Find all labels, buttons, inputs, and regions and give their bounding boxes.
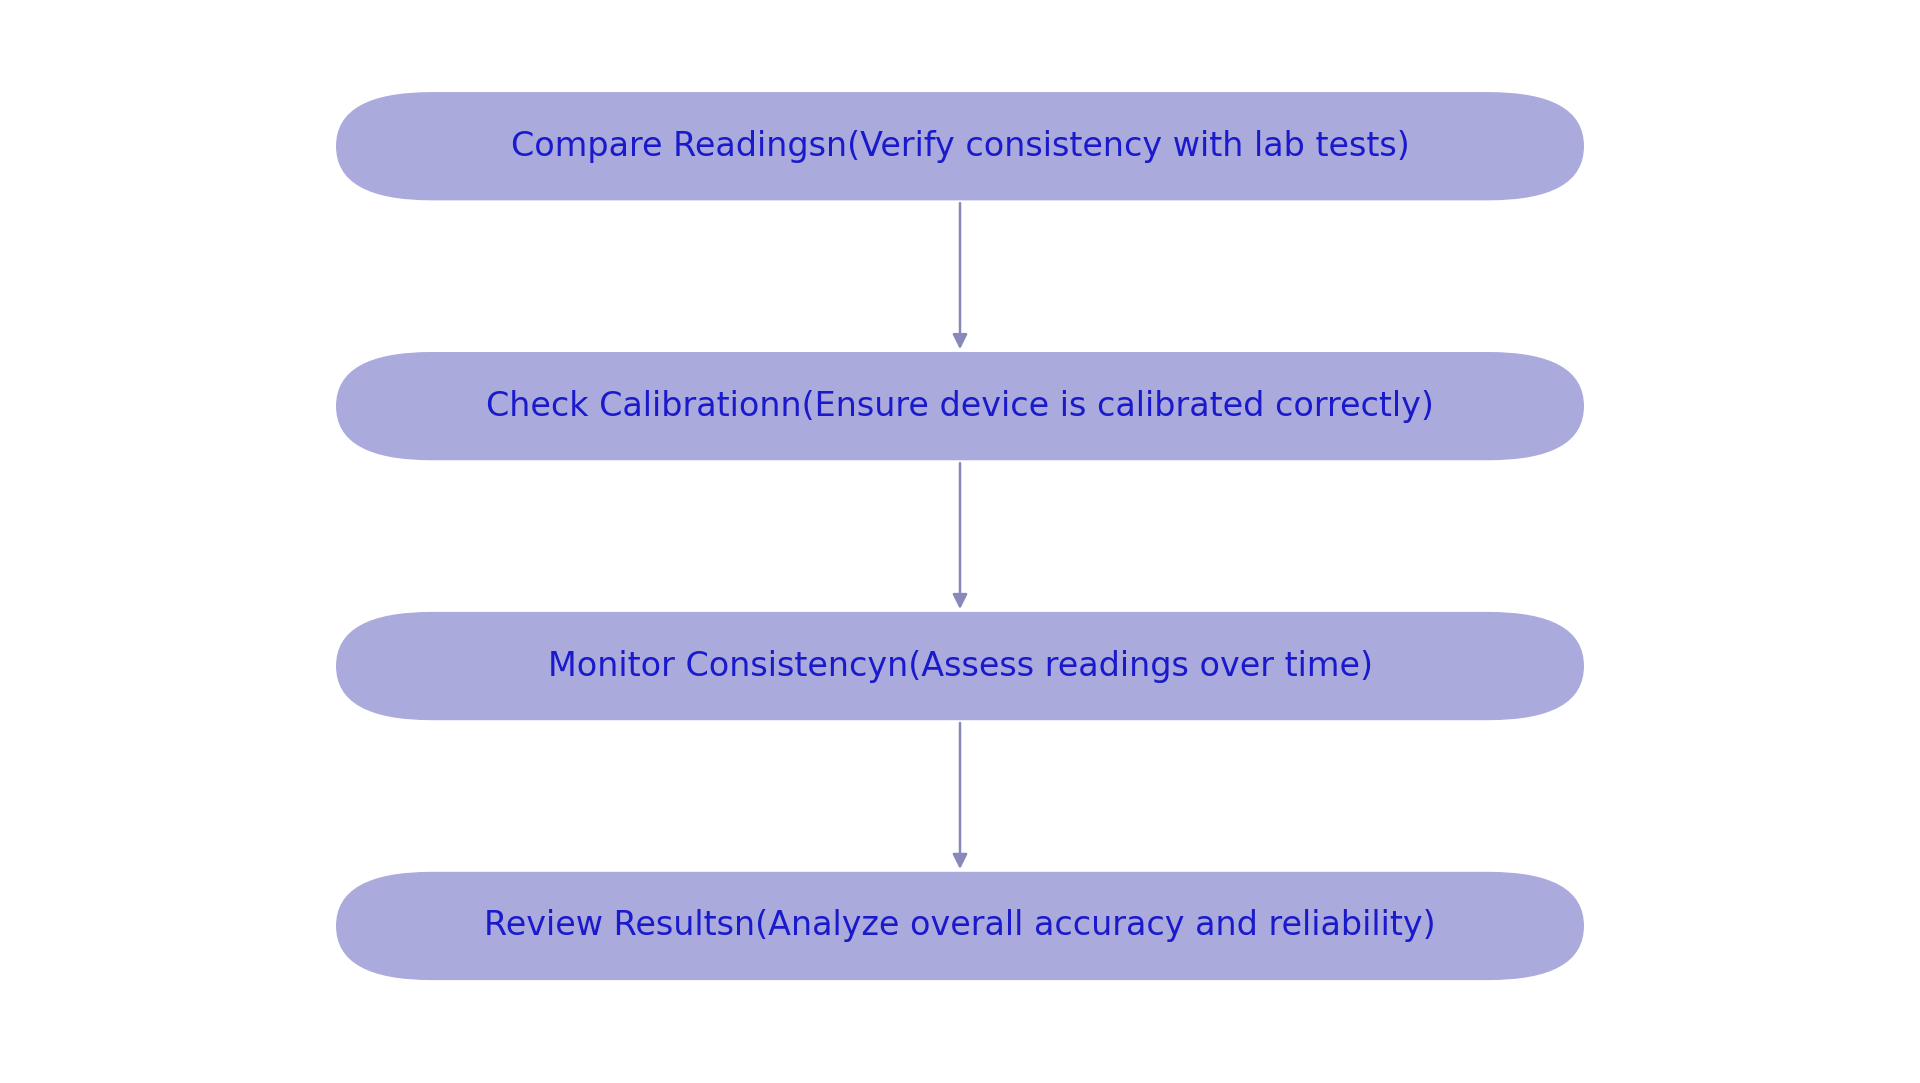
Text: Monitor Consistencyn(Assess readings over time): Monitor Consistencyn(Assess readings ove… [547, 650, 1373, 682]
FancyBboxPatch shape [336, 872, 1584, 980]
Text: Compare Readingsn(Verify consistency with lab tests): Compare Readingsn(Verify consistency wit… [511, 130, 1409, 162]
FancyBboxPatch shape [336, 612, 1584, 720]
Text: Check Calibrationn(Ensure device is calibrated correctly): Check Calibrationn(Ensure device is cali… [486, 390, 1434, 422]
FancyBboxPatch shape [336, 92, 1584, 200]
Text: Review Resultsn(Analyze overall accuracy and reliability): Review Resultsn(Analyze overall accuracy… [484, 910, 1436, 942]
FancyBboxPatch shape [336, 352, 1584, 460]
